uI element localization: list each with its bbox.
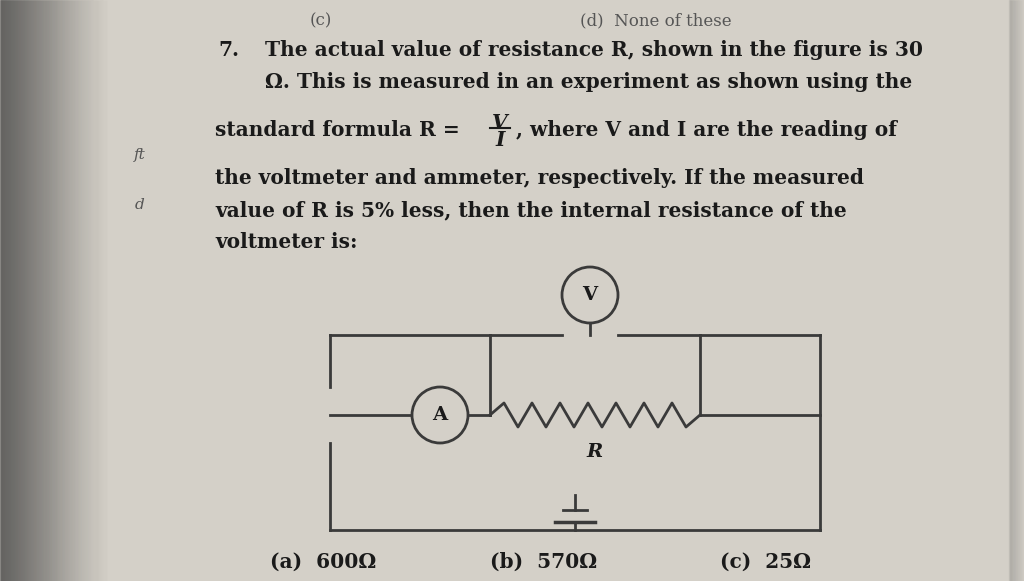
Text: d: d bbox=[135, 198, 144, 212]
Text: (c): (c) bbox=[310, 12, 333, 29]
Text: standard formula R =: standard formula R = bbox=[215, 120, 460, 140]
Text: V: V bbox=[493, 113, 508, 133]
Text: the voltmeter and ammeter, respectively. If the measured: the voltmeter and ammeter, respectively.… bbox=[215, 168, 864, 188]
Text: 7.: 7. bbox=[218, 40, 239, 60]
Text: voltmeter is:: voltmeter is: bbox=[215, 232, 357, 252]
Text: A: A bbox=[432, 406, 447, 424]
Text: R: R bbox=[587, 443, 603, 461]
Circle shape bbox=[412, 387, 468, 443]
Circle shape bbox=[562, 267, 618, 323]
Text: (d)  None of these: (d) None of these bbox=[580, 12, 731, 29]
Text: ft: ft bbox=[134, 148, 145, 162]
Text: Ω. This is measured in an experiment as shown using the: Ω. This is measured in an experiment as … bbox=[265, 72, 912, 92]
Text: (c)  25Ω: (c) 25Ω bbox=[720, 552, 811, 572]
Text: V: V bbox=[583, 286, 598, 304]
Text: , where V and I are the reading of: , where V and I are the reading of bbox=[516, 120, 897, 140]
Text: I: I bbox=[496, 130, 505, 150]
Text: The actual value of resistance R, shown in the figure is 30: The actual value of resistance R, shown … bbox=[265, 40, 923, 60]
Text: (a)  600Ω: (a) 600Ω bbox=[270, 552, 376, 572]
Text: (b)  570Ω: (b) 570Ω bbox=[490, 552, 597, 572]
Text: value of R is 5% less, then the internal resistance of the: value of R is 5% less, then the internal… bbox=[215, 200, 847, 220]
